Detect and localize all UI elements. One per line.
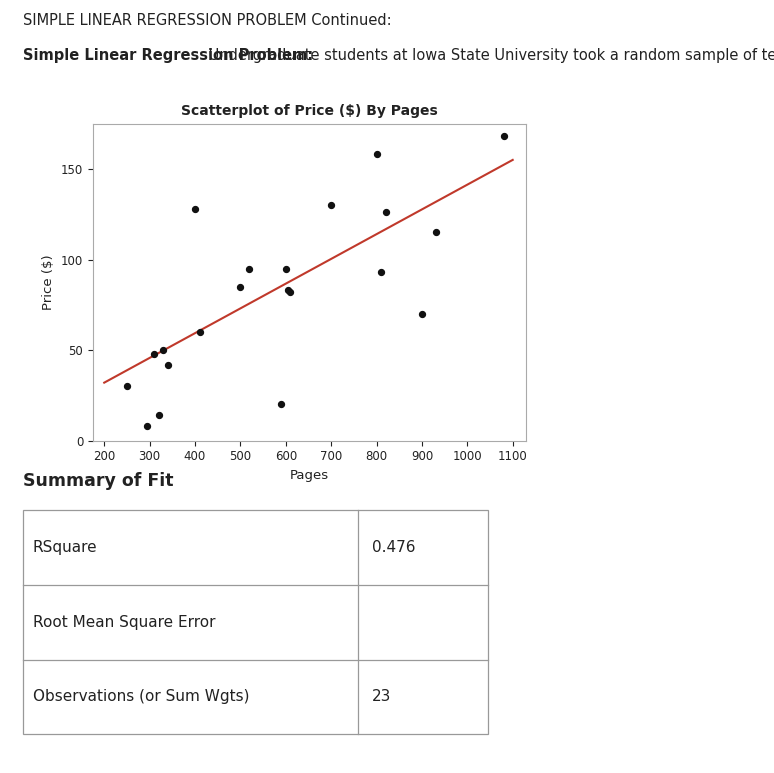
Point [375, 266, 387, 278]
Point [148, 348, 160, 360]
Title: Scatterplot of Price ($) By Pages: Scatterplot of Price ($) By Pages [181, 104, 438, 118]
Point [370, 148, 382, 161]
Point [141, 420, 153, 432]
Point [282, 284, 294, 297]
Text: 23: 23 [372, 690, 391, 704]
Point [152, 409, 165, 421]
Y-axis label: Price ($): Price ($) [43, 254, 56, 310]
Point [325, 199, 337, 211]
Text: RSquare: RSquare [33, 540, 97, 555]
Point [284, 286, 296, 298]
Text: Undergraduate students at Iowa State University took a random sample of textbook: Undergraduate students at Iowa State Uni… [204, 48, 774, 63]
Point [430, 226, 442, 239]
Text: Summary of Fit: Summary of Fit [23, 472, 173, 490]
Point [235, 281, 247, 293]
Text: Observations (or Sum Wgts): Observations (or Sum Wgts) [33, 690, 249, 704]
Point [243, 262, 255, 274]
Point [121, 380, 133, 393]
Point [162, 359, 174, 371]
Text: SIMPLE LINEAR REGRESSION PROBLEM Continued:: SIMPLE LINEAR REGRESSION PROBLEM Continu… [23, 12, 392, 28]
Point [279, 262, 292, 274]
X-axis label: Pages: Pages [290, 469, 329, 482]
Point [498, 130, 510, 142]
Point [194, 325, 206, 338]
Point [379, 206, 392, 219]
Point [157, 344, 170, 356]
Point [189, 203, 201, 215]
Point [416, 308, 428, 320]
Point [275, 398, 287, 410]
Text: 0.476: 0.476 [372, 540, 415, 555]
Text: Simple Linear Regression Problem:: Simple Linear Regression Problem: [23, 48, 313, 63]
Text: Root Mean Square Error: Root Mean Square Error [33, 615, 215, 630]
